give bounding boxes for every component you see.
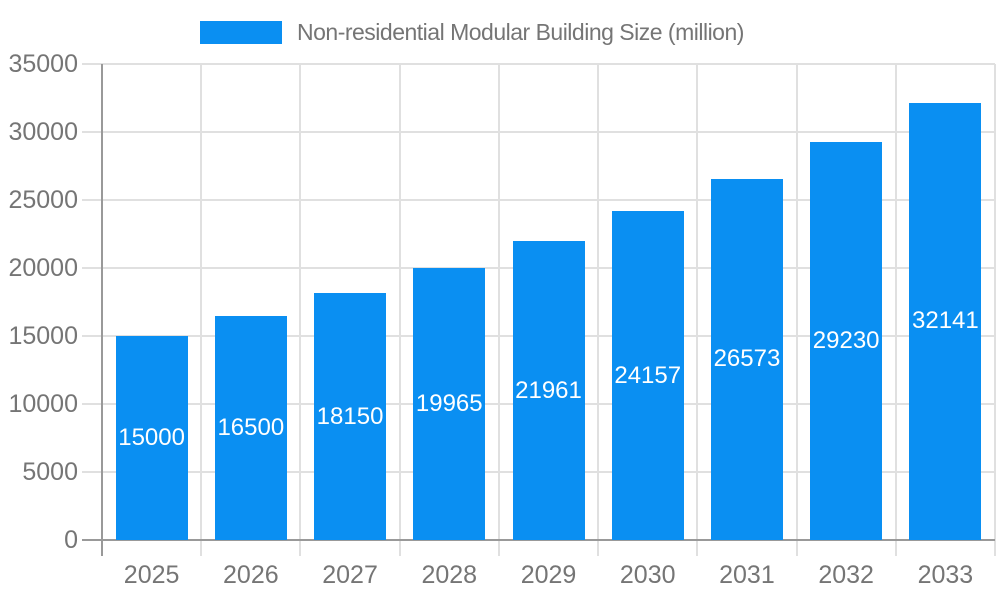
legend-swatch <box>200 20 282 44</box>
x-tick-label: 2029 <box>520 561 577 589</box>
y-tick-label: 25000 <box>8 186 78 214</box>
x-tick-label: 2028 <box>421 561 478 589</box>
bar[interactable] <box>214 315 287 540</box>
y-tick-label: 15000 <box>8 322 78 350</box>
y-tick-label: 30000 <box>8 118 78 146</box>
y-tick-label: 10000 <box>8 390 78 418</box>
bar[interactable] <box>314 293 387 540</box>
bar-value-label: 21961 <box>515 376 582 404</box>
x-tick-label: 2027 <box>322 561 378 589</box>
y-tick-label: 20000 <box>8 254 78 282</box>
y-gridline <box>82 199 995 201</box>
bar-value-label: 24157 <box>614 361 682 389</box>
y-gridline <box>82 131 995 133</box>
bar-value-label: 15000 <box>118 424 185 451</box>
y-gridline <box>82 63 995 65</box>
bar[interactable] <box>710 178 783 540</box>
bar-value-label: 32141 <box>912 307 979 335</box>
y-tick-label: 35000 <box>8 50 78 78</box>
x-tick-label: 2032 <box>818 561 874 589</box>
bar[interactable] <box>611 211 684 540</box>
bar-value-label: 18150 <box>316 402 384 430</box>
bar[interactable] <box>909 102 982 540</box>
bar-value-label: 16500 <box>217 413 285 441</box>
x-gridline <box>497 64 500 556</box>
x-tick-label: 2030 <box>619 561 676 589</box>
x-tick-label: 2033 <box>917 561 974 589</box>
x-gridline <box>398 64 401 556</box>
x-gridline <box>299 64 302 556</box>
x-tick-label: 2025 <box>123 561 180 589</box>
x-tick-label: 2031 <box>719 561 775 589</box>
y-tick-label: 0 <box>64 526 78 554</box>
bar-value-label: 26573 <box>713 345 781 373</box>
bar[interactable] <box>810 142 883 540</box>
bar-value-label: 19965 <box>415 390 483 418</box>
x-gridline <box>597 64 600 556</box>
x-axis-line <box>82 539 995 541</box>
x-tick-label: 2026 <box>223 561 279 589</box>
bar-value-label: 29230 <box>812 327 880 355</box>
x-gridline <box>795 64 798 556</box>
bar[interactable] <box>413 268 486 540</box>
y-axis-line <box>101 64 103 556</box>
x-gridline <box>894 64 897 556</box>
y-tick-label: 5000 <box>22 458 78 486</box>
bar[interactable] <box>115 336 188 540</box>
x-gridline <box>200 64 203 556</box>
bar[interactable] <box>512 241 585 540</box>
x-gridline <box>994 64 996 556</box>
x-gridline <box>696 64 699 556</box>
legend-label: Non-residential Modular Building Size (m… <box>297 18 744 45</box>
legend[interactable]: Non-residential Modular Building Size (m… <box>200 17 744 47</box>
